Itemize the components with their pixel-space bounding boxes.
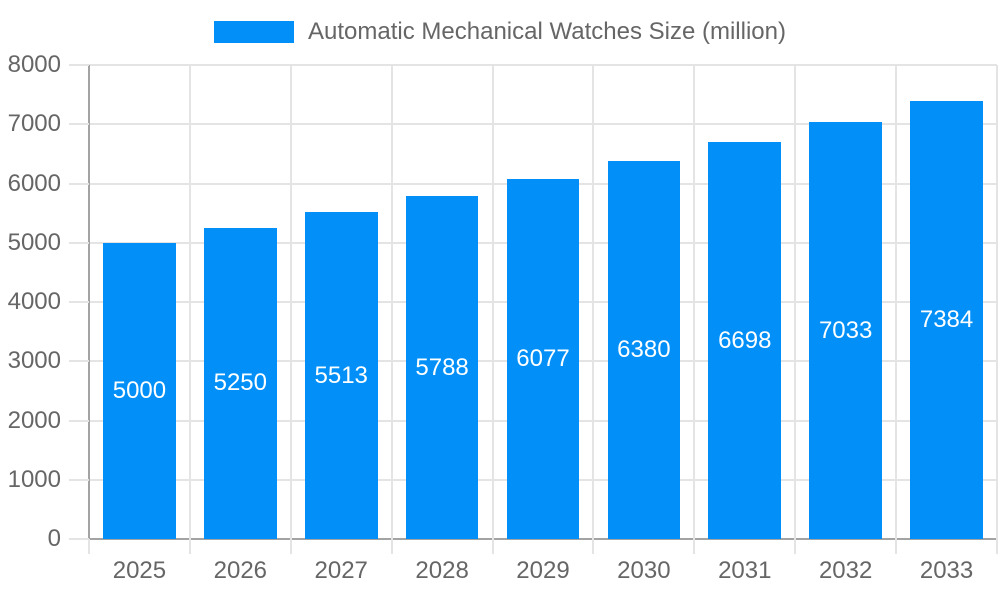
bar-2027: 5513 <box>304 212 378 539</box>
x-tick-mark-8 <box>895 539 898 554</box>
y-axis-label-4000: 4000 <box>7 288 61 315</box>
x-axis-line <box>89 538 997 540</box>
x-axis-label-2029: 2029 <box>516 557 570 584</box>
x-tick-mark-6 <box>693 539 696 554</box>
gridline-v-6 <box>693 65 696 539</box>
gridline-h-8000 <box>89 64 997 66</box>
bar-2026: 5250 <box>204 227 277 539</box>
gridline-v-3 <box>390 65 393 539</box>
bar-2025: 5000 <box>103 242 176 539</box>
x-axis-label-2031: 2031 <box>718 557 772 584</box>
x-axis-label-2030: 2030 <box>617 557 671 584</box>
y-axis-label-0: 0 <box>47 525 61 552</box>
gridline-v-1 <box>188 65 191 539</box>
x-tick-mark-7 <box>794 539 797 554</box>
y-axis-label-5000: 5000 <box>7 228 61 256</box>
bar-value-label-2029: 6077 <box>516 344 570 372</box>
plot-area: 5000 5250 5513 5788 6077 6380 6698 7033 7384 <box>88 64 998 540</box>
bar-2028: 5788 <box>405 196 479 539</box>
y-tick-mark-1000 <box>69 478 89 481</box>
y-axis-label-8000: 8000 <box>7 51 61 78</box>
y-tick-mark-2000 <box>69 419 89 422</box>
y-tick-mark-4000 <box>69 301 89 303</box>
bar-value-label-2033: 7384 <box>919 306 974 334</box>
y-axis-label-1000: 1000 <box>7 465 61 493</box>
y-axis-label-7000: 7000 <box>7 110 61 138</box>
gridline-h-7000 <box>89 123 997 126</box>
y-axis-line <box>88 65 90 539</box>
x-tick-mark-3 <box>390 539 393 554</box>
y-tick-mark-8000 <box>69 64 89 66</box>
x-tick-mark-1 <box>188 539 191 554</box>
bar-2032: 7033 <box>809 122 882 539</box>
x-axis-label-2026: 2026 <box>213 557 268 584</box>
y-axis-label-2000: 2000 <box>7 406 61 434</box>
bar-value-label-2026: 5250 <box>213 369 267 397</box>
bar-2031: 6698 <box>708 142 782 539</box>
gridline-v-9 <box>996 65 998 539</box>
legend-swatch-icon <box>214 21 295 43</box>
gridline-v-4 <box>491 65 494 539</box>
x-axis-label-2033: 2033 <box>919 557 974 584</box>
y-tick-mark-7000 <box>69 123 89 126</box>
gridline-v-7 <box>794 65 797 539</box>
chart-legend[interactable]: Automatic Mechanical Watches Size (milli… <box>0 18 1000 46</box>
bar-value-label-2030: 6380 <box>617 335 671 363</box>
bar-value-label-2031: 6698 <box>718 326 772 354</box>
gridline-v-2 <box>289 65 292 539</box>
x-tick-mark-5 <box>592 539 595 554</box>
y-axis-label-6000: 6000 <box>7 169 61 197</box>
y-tick-mark-5000 <box>69 241 89 244</box>
gridline-v-8 <box>895 65 898 539</box>
x-axis-label-2028: 2028 <box>415 557 469 584</box>
y-tick-mark-0 <box>69 538 89 540</box>
legend-label: Automatic Mechanical Watches Size (milli… <box>308 18 786 45</box>
bar-value-label-2027: 5513 <box>314 361 368 389</box>
bar-2033: 7384 <box>910 101 983 539</box>
x-axis-label-2025: 2025 <box>112 557 167 584</box>
y-tick-mark-6000 <box>69 182 89 185</box>
x-tick-mark-9 <box>996 539 998 554</box>
x-tick-mark-4 <box>491 539 494 554</box>
bar-value-label-2032: 7033 <box>818 316 873 344</box>
bar-2030: 6380 <box>607 160 681 539</box>
y-tick-mark-3000 <box>69 360 89 363</box>
x-tick-mark-0 <box>88 539 90 554</box>
x-tick-mark-2 <box>289 539 292 554</box>
x-axis-label-2032: 2032 <box>818 557 873 584</box>
bar-value-label-2025: 5000 <box>112 376 167 404</box>
y-axis-label-3000: 3000 <box>7 347 61 375</box>
gridline-v-5 <box>592 65 595 539</box>
bar-value-label-2028: 5788 <box>415 353 469 381</box>
bar-2029: 6077 <box>506 178 580 539</box>
x-axis-label-2027: 2027 <box>314 557 368 584</box>
